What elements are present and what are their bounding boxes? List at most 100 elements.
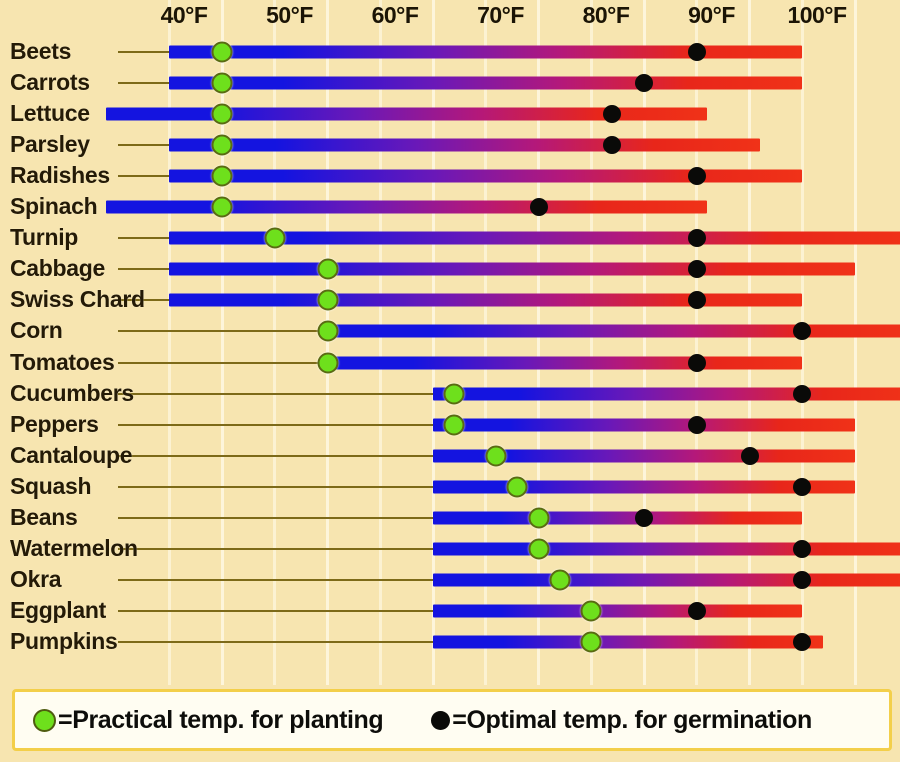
row-leader-line <box>118 392 433 395</box>
row-label-corn: Corn <box>10 317 63 344</box>
chart-row: Spinach <box>0 192 900 223</box>
legend-entry-practical: =Practical temp. for planting <box>33 705 384 735</box>
practical-planting-temp-marker <box>443 383 465 405</box>
row-label-lettuce: Lettuce <box>10 99 90 126</box>
gridline-95 <box>800 0 804 685</box>
optimal-germination-temp-marker <box>687 602 706 621</box>
temperature-range-bar <box>169 231 900 245</box>
row-label-beets: Beets <box>10 37 72 64</box>
temperature-range-bar <box>169 45 803 58</box>
temperature-range-bar <box>105 107 708 121</box>
row-label-parsley: Parsley <box>10 130 90 157</box>
row-leader-line <box>118 610 433 613</box>
practical-planting-temp-marker <box>211 134 233 156</box>
optimal-germination-temp-marker <box>635 509 653 527</box>
row-label-squash: Squash <box>10 472 92 499</box>
practical-planting-temp-marker <box>580 631 602 653</box>
chart-row: Corn <box>0 316 900 347</box>
temperature-range-bar <box>105 200 708 214</box>
row-label-beans: Beans <box>10 503 78 530</box>
chart-row: Turnip <box>0 223 900 254</box>
optimal-germination-temp-marker <box>687 415 706 434</box>
row-label-cabbage: Cabbage <box>10 255 106 282</box>
row-label-peppers: Peppers <box>10 410 99 437</box>
practical-planting-temp-marker <box>528 507 549 529</box>
practical-planting-temp-marker <box>443 414 465 436</box>
optimal-germination-temp-marker <box>687 166 706 185</box>
row-leader-line <box>118 361 328 364</box>
chart-row: Peppers <box>0 409 900 440</box>
practical-planting-temp-marker <box>264 227 286 249</box>
green-circle-icon <box>33 708 56 732</box>
row-leader-line <box>118 237 170 240</box>
temperature-range-bar <box>433 387 900 401</box>
practical-planting-temp-marker <box>211 196 233 218</box>
gridline-35 <box>167 0 171 685</box>
gridline-50 <box>326 0 329 685</box>
optimal-germination-temp-marker <box>793 384 812 403</box>
optimal-germination-temp-marker <box>687 229 706 248</box>
temperature-range-bar <box>433 573 900 587</box>
temperature-range-bar <box>169 138 761 152</box>
practical-planting-temp-marker <box>317 352 338 373</box>
x-tick-label-100: 100°F <box>787 2 847 28</box>
optimal-germination-temp-marker <box>687 42 706 61</box>
x-tick-label-90: 90°F <box>688 2 735 28</box>
chart-row: Squash <box>0 471 900 502</box>
temperature-range-bar <box>433 418 855 432</box>
chart-row: Beans <box>0 503 900 534</box>
temperature-range-bar <box>433 604 803 618</box>
row-leader-line <box>118 641 433 644</box>
practical-planting-temp-marker <box>317 320 338 342</box>
temperature-range-bar <box>433 480 855 494</box>
chart-row: Eggplant <box>0 596 900 627</box>
optimal-germination-temp-marker <box>793 540 812 559</box>
practical-planting-temp-marker <box>528 538 549 560</box>
row-label-tomatoes: Tomatoes <box>10 348 115 375</box>
optimal-germination-temp-marker <box>687 260 706 279</box>
optimal-germination-temp-marker <box>529 198 548 216</box>
practical-planting-temp-marker <box>485 445 507 467</box>
temperature-range-bar <box>433 635 824 649</box>
practical-planting-temp-marker <box>549 569 571 591</box>
gridline-80 <box>642 0 646 685</box>
optimal-germination-temp-marker <box>793 571 812 590</box>
optimal-germination-temp-marker <box>603 135 622 154</box>
temperature-range-bar <box>169 76 803 90</box>
optimal-germination-temp-marker <box>635 73 653 92</box>
practical-planting-temp-marker <box>211 41 233 62</box>
practical-planting-temp-marker <box>211 103 233 125</box>
x-tick-label-80: 80°F <box>582 2 630 28</box>
x-tick-label-60: 60°F <box>371 2 419 28</box>
optimal-germination-temp-marker <box>793 322 812 341</box>
row-leader-line <box>118 579 433 582</box>
row-leader-line <box>118 423 433 426</box>
legend-entry-optimal: =Optimal temp. for germination <box>431 706 812 735</box>
practical-planting-temp-marker <box>580 600 602 622</box>
optimal-germination-temp-marker <box>687 291 706 310</box>
optimal-germination-temp-marker <box>687 353 706 372</box>
gridline-75 <box>589 0 593 685</box>
row-leader-line <box>118 299 170 302</box>
black-circle-icon <box>431 710 451 730</box>
legend-label-practical: =Practical temp. for planting <box>58 705 384 734</box>
row-label-pumpkins: Pumpkins <box>10 628 118 655</box>
chart-row: Tomatoes <box>0 347 900 378</box>
practical-planting-temp-marker <box>317 258 338 280</box>
row-leader-line <box>118 50 170 53</box>
row-label-swiss-chard: Swiss Chard <box>10 286 145 313</box>
row-leader-line <box>118 174 170 177</box>
row-label-radishes: Radishes <box>10 161 110 188</box>
optimal-germination-temp-marker <box>603 104 622 123</box>
row-leader-line <box>118 143 170 146</box>
chart-row: Cabbage <box>0 254 900 285</box>
chart-row: Carrots <box>0 67 900 98</box>
x-tick-label-50: 50°F <box>266 2 313 28</box>
row-leader-line <box>118 548 433 551</box>
row-leader-line <box>118 268 170 271</box>
chart-row: Pumpkins <box>0 627 900 658</box>
gridline-60 <box>431 0 435 685</box>
row-label-turnip: Turnip <box>10 224 79 251</box>
x-tick-label-70: 70°F <box>477 2 524 28</box>
